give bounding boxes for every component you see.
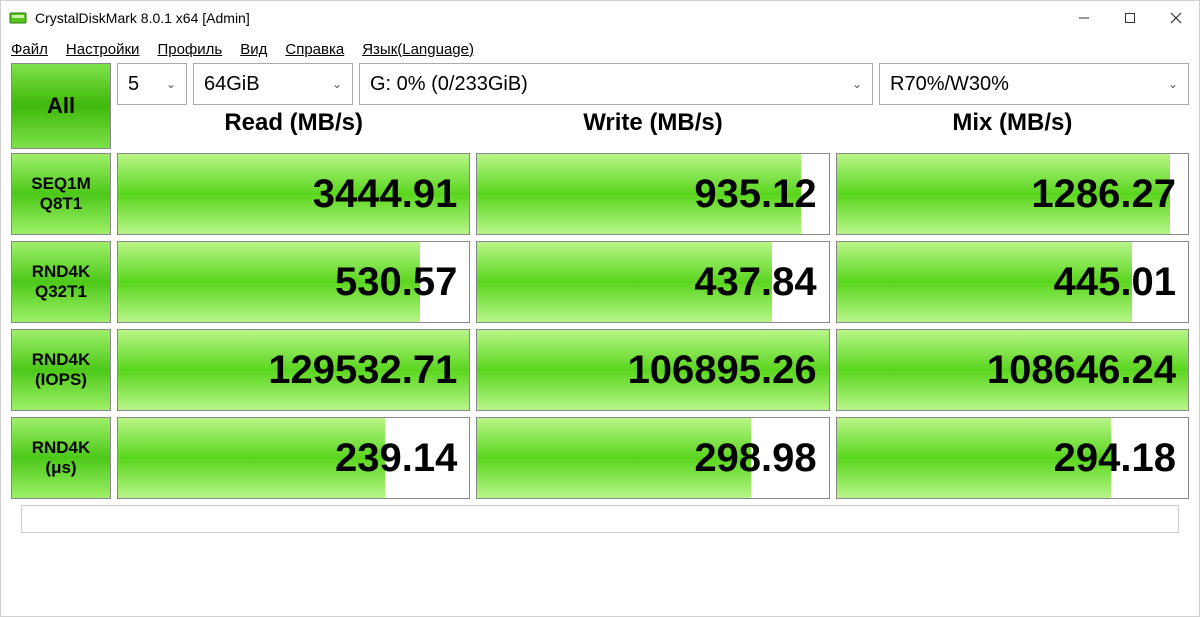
cell-read: 239.14 <box>117 417 470 499</box>
header-read: Read (MB/s) <box>117 109 470 137</box>
content-area: All 5⌄ 64GiB⌄ G: 0% (0/233GiB)⌄ R70%/W30… <box>1 63 1199 553</box>
menu-settings[interactable]: Настройки <box>66 41 140 58</box>
cell-mix: 108646.24 <box>836 329 1189 411</box>
minimize-button[interactable] <box>1061 1 1107 35</box>
cell-value: 108646.24 <box>987 348 1176 393</box>
row-label2: (μs) <box>45 458 76 478</box>
cell-mix: 294.18 <box>836 417 1189 499</box>
all-button[interactable]: All <box>11 63 111 149</box>
test-button-rnd4k[interactable]: RND4KQ32T1 <box>11 241 111 323</box>
header-write: Write (MB/s) <box>476 109 829 137</box>
cell-read: 530.57 <box>117 241 470 323</box>
row-label1: RND4K <box>32 350 91 370</box>
size-value: 64GiB <box>204 73 260 96</box>
cell-value: 298.98 <box>694 436 816 481</box>
cell-write: 106895.26 <box>476 329 829 411</box>
mix-select[interactable]: R70%/W30% ⌄ <box>879 63 1189 105</box>
row-label1: RND4K <box>32 262 91 282</box>
statusbar <box>21 505 1179 533</box>
menu-file[interactable]: Файл <box>11 41 48 58</box>
menu-view[interactable]: Вид <box>240 41 267 58</box>
window-controls <box>1061 1 1199 35</box>
runs-value: 5 <box>128 73 139 96</box>
row-label2: Q32T1 <box>35 282 87 302</box>
results-grid: SEQ1MQ8T13444.91935.121286.27RND4KQ32T15… <box>11 153 1189 499</box>
test-button-rnd4k[interactable]: RND4K(μs) <box>11 417 111 499</box>
cell-value: 445.01 <box>1054 260 1176 305</box>
menubar: Файл Настройки Профиль Вид Справка Язык(… <box>1 35 1199 63</box>
row-label2: (IOPS) <box>35 370 87 390</box>
cell-value: 106895.26 <box>628 348 817 393</box>
cell-read: 3444.91 <box>117 153 470 235</box>
menu-profile[interactable]: Профиль <box>157 41 222 58</box>
chevron-down-icon: ⌄ <box>166 77 176 91</box>
cell-read: 129532.71 <box>117 329 470 411</box>
chevron-down-icon: ⌄ <box>332 77 342 91</box>
cell-mix: 445.01 <box>836 241 1189 323</box>
chevron-down-icon: ⌄ <box>852 77 862 91</box>
close-button[interactable] <box>1153 1 1199 35</box>
cell-value: 294.18 <box>1054 436 1176 481</box>
menu-help[interactable]: Справка <box>285 41 344 58</box>
menu-language[interactable]: Язык(Language) <box>362 41 474 58</box>
cell-mix: 1286.27 <box>836 153 1189 235</box>
mix-value: R70%/W30% <box>890 73 1009 96</box>
row-label1: SEQ1M <box>31 174 91 194</box>
cell-value: 437.84 <box>694 260 816 305</box>
cell-write: 298.98 <box>476 417 829 499</box>
row-label2: Q8T1 <box>40 194 83 214</box>
titlebar: CrystalDiskMark 8.0.1 x64 [Admin] <box>1 1 1199 35</box>
all-label: All <box>47 93 75 119</box>
result-row: RND4K(IOPS) 129532.71 106895.26 108646.24 <box>11 329 1189 411</box>
result-row: RND4KQ32T1 530.57 437.84 445.01 <box>11 241 1189 323</box>
cell-value: 129532.71 <box>268 348 457 393</box>
result-row: SEQ1MQ8T1 3444.91 935.12 1286.27 <box>11 153 1189 235</box>
runs-select[interactable]: 5⌄ <box>117 63 187 105</box>
cell-write: 935.12 <box>476 153 829 235</box>
app-icon <box>9 9 27 27</box>
drive-select[interactable]: G: 0% (0/233GiB) ⌄ <box>359 63 873 105</box>
drive-value: G: 0% (0/233GiB) <box>370 73 528 96</box>
cell-value: 530.57 <box>335 260 457 305</box>
test-button-rnd4k[interactable]: RND4K(IOPS) <box>11 329 111 411</box>
cell-value: 239.14 <box>335 436 457 481</box>
size-select[interactable]: 64GiB ⌄ <box>193 63 353 105</box>
cell-value: 935.12 <box>694 172 816 217</box>
test-button-seq1m[interactable]: SEQ1MQ8T1 <box>11 153 111 235</box>
app-window: CrystalDiskMark 8.0.1 x64 [Admin] Файл Н… <box>0 0 1200 617</box>
row-label1: RND4K <box>32 438 91 458</box>
header-mix: Mix (MB/s) <box>836 109 1189 137</box>
cell-value: 1286.27 <box>1031 172 1176 217</box>
maximize-button[interactable] <box>1107 1 1153 35</box>
chevron-down-icon: ⌄ <box>1168 77 1178 91</box>
cell-value: 3444.91 <box>313 172 458 217</box>
window-title: CrystalDiskMark 8.0.1 x64 [Admin] <box>35 10 1061 26</box>
result-row: RND4K(μs) 239.14 298.98 294.18 <box>11 417 1189 499</box>
cell-write: 437.84 <box>476 241 829 323</box>
